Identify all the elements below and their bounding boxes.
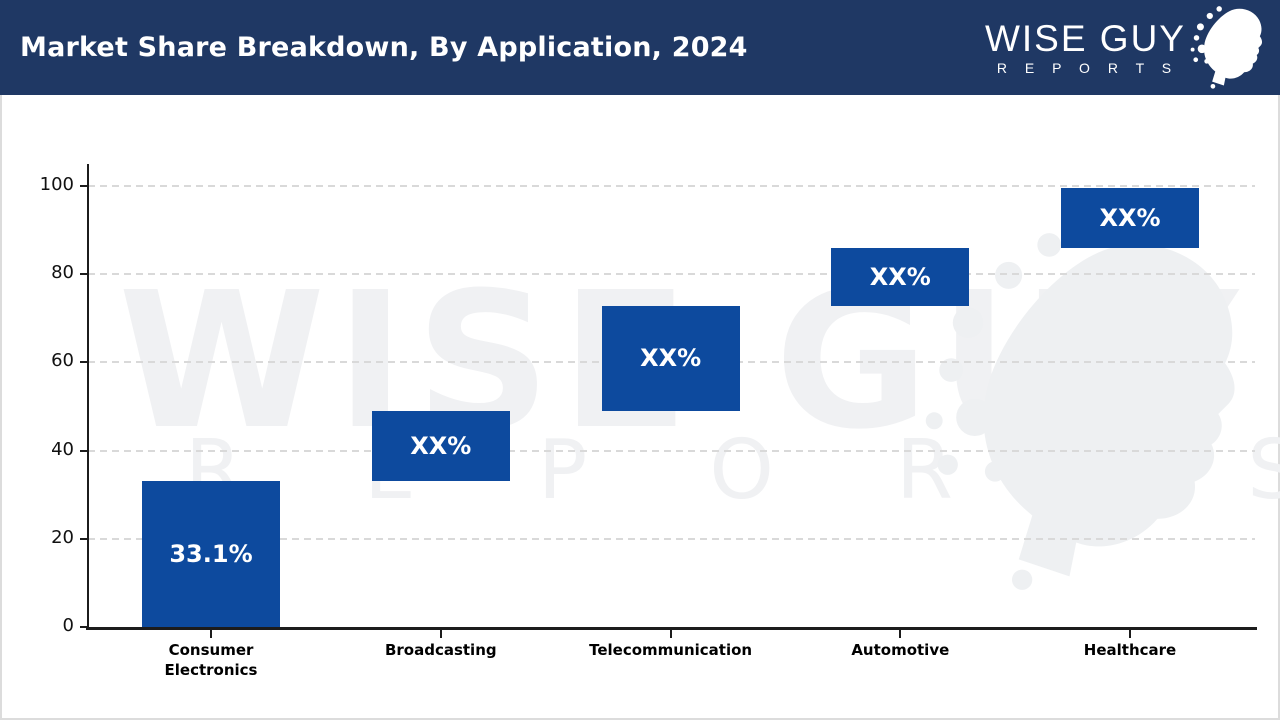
- x-axis-tick: [439, 630, 442, 638]
- bar: XX%: [601, 305, 740, 411]
- gridline: [88, 537, 1255, 540]
- gridline: [88, 273, 1255, 276]
- x-tick-label: Automotive: [851, 641, 950, 659]
- y-axis-line: [87, 164, 89, 630]
- y-tick-label: 40: [51, 438, 74, 460]
- x-tick-label: Healthcare: [1083, 641, 1177, 659]
- bar-value-label: 33.1%: [169, 540, 253, 568]
- x-axis-tick: [1129, 630, 1131, 638]
- bar-value-label: XX%: [1099, 203, 1161, 232]
- y-axis-tick: [80, 537, 88, 540]
- dotted-head-profile-icon: [1190, 5, 1263, 89]
- x-axis-tick: [669, 630, 672, 638]
- gridline: [88, 185, 1255, 187]
- logo-wordmark: WISE GUY: [984, 18, 1186, 59]
- bar: XX%: [371, 410, 510, 482]
- bar-value-label: XX%: [410, 431, 472, 460]
- y-axis-tick: [80, 185, 88, 187]
- y-tick-label: 100: [39, 174, 74, 195]
- brand-logo: WISE GUY R E P O R T S: [985, 5, 1266, 91]
- x-tick-label: Telecommunication: [589, 641, 753, 659]
- y-tick-label: 60: [51, 350, 74, 372]
- y-axis-tick: [80, 361, 88, 364]
- brand-logo-text: WISE GUY R E P O R T S: [985, 20, 1186, 75]
- y-tick-label: 20: [51, 526, 74, 548]
- gridline: [88, 449, 1255, 452]
- header-bar: Market Share Breakdown, By Application, …: [0, 0, 1280, 95]
- logo-subtext: R E P O R T S: [996, 60, 1179, 76]
- x-axis-line: [86, 627, 1257, 630]
- bar-value-label: XX%: [869, 262, 931, 291]
- y-tick-label: 80: [51, 262, 74, 284]
- bar: XX%: [1061, 188, 1199, 248]
- bar: XX%: [831, 247, 970, 306]
- x-tick-label: Consumer Electronics: [164, 641, 258, 680]
- x-axis-tick: [899, 630, 902, 638]
- y-axis-tick: [80, 626, 88, 628]
- y-axis-tick: [80, 273, 88, 276]
- bar: 33.1%: [142, 481, 280, 627]
- x-tick-label: Broadcasting: [384, 641, 497, 659]
- y-axis-tick: [80, 449, 88, 452]
- bar-value-label: XX%: [640, 344, 702, 373]
- y-tick-label: 0: [62, 615, 74, 636]
- x-axis-tick: [210, 630, 212, 638]
- page-title: Market Share Breakdown, By Application, …: [20, 32, 748, 63]
